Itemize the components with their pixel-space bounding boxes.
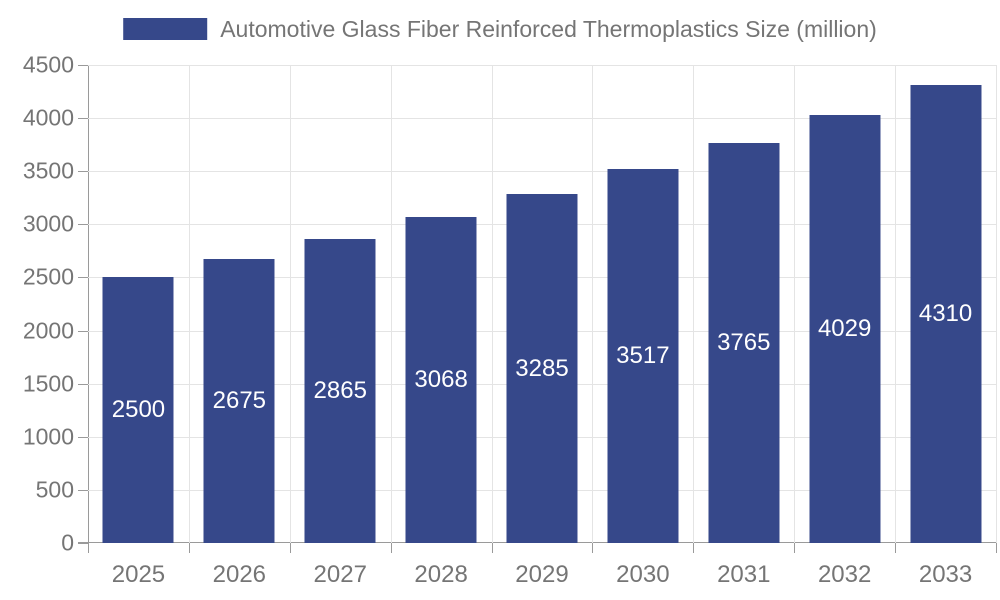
vertical-gridline (390, 65, 392, 543)
y-axis-tick (78, 543, 88, 544)
vertical-gridline (996, 65, 997, 543)
bar: 3285 (506, 194, 578, 543)
bar: 3517 (607, 169, 679, 543)
y-axis-tick (78, 436, 88, 438)
x-axis-tick (188, 543, 190, 553)
x-tick-label: 2031 (717, 561, 771, 588)
bar-value-label: 4310 (918, 300, 973, 328)
plot-area: 2500 2675 2865 3068 3285 3517 3765 4029 4310 (78, 65, 997, 553)
vertical-gridline (794, 65, 796, 543)
legend-item[interactable]: Automotive Glass Fiber Reinforced Thermo… (123, 15, 877, 43)
y-tick-label: 1000 (22, 423, 74, 450)
horizontal-gridline (88, 118, 996, 120)
y-tick-label: 4000 (22, 104, 74, 131)
bar: 2500 (102, 277, 174, 543)
y-axis-tick (78, 277, 88, 279)
bar-value-label: 4029 (817, 315, 872, 343)
x-axis-tick (794, 543, 796, 553)
y-axis-tick (78, 489, 88, 491)
bar: 4029 (809, 115, 881, 543)
y-axis-tick (78, 330, 88, 332)
vertical-gridline (693, 65, 695, 543)
y-axis-tick (78, 171, 88, 173)
y-tick-label: 4500 (22, 51, 74, 78)
y-tick-label: 2000 (22, 317, 74, 344)
bar-value-label: 3765 (717, 329, 771, 357)
x-axis-tick (693, 543, 695, 553)
bar: 2675 (203, 258, 275, 543)
y-tick-label: 1500 (22, 370, 74, 397)
bar-value-label: 2865 (313, 376, 367, 404)
vertical-gridline (491, 65, 493, 543)
x-axis-tick (88, 543, 89, 553)
x-axis-tick (390, 543, 392, 553)
x-axis-tick (491, 543, 493, 553)
x-tick-label: 2033 (918, 561, 973, 588)
x-axis-tick (996, 543, 997, 553)
y-tick-label: 3000 (22, 210, 74, 237)
x-tick-label: 2027 (313, 561, 367, 588)
bar: 2865 (304, 238, 376, 543)
x-tick-label: 2025 (111, 561, 166, 588)
y-tick-label: 0 (61, 529, 74, 556)
y-tick-label: 3500 (22, 157, 74, 184)
legend-label: Automotive Glass Fiber Reinforced Thermo… (220, 16, 877, 42)
y-tick-label: 500 (35, 476, 74, 503)
bar: 3068 (405, 217, 477, 543)
x-axis-tick (895, 543, 897, 553)
y-axis-tick (78, 65, 88, 66)
legend-swatch (123, 18, 208, 40)
bar-value-label: 2675 (212, 386, 267, 414)
bar-value-label: 2500 (111, 396, 166, 424)
x-tick-label: 2026 (212, 561, 267, 588)
y-axis-tick (78, 383, 88, 385)
bar-value-label: 3068 (414, 366, 468, 394)
x-tick-label: 2032 (817, 561, 872, 588)
x-axis-labels: 2025 2026 2027 2028 2029 2030 2031 2032 2033 (88, 553, 996, 593)
x-tick-label: 2028 (414, 561, 468, 588)
bar: 4310 (910, 85, 982, 543)
y-axis-tick (78, 118, 88, 120)
bar: 3765 (708, 143, 780, 543)
x-axis-tick (289, 543, 291, 553)
vertical-gridline (188, 65, 190, 543)
vertical-gridline (895, 65, 897, 543)
x-tick-label: 2029 (515, 561, 569, 588)
y-tick-label: 2500 (22, 263, 74, 290)
y-axis-line (88, 65, 89, 553)
horizontal-gridline (88, 65, 996, 66)
bar-value-label: 3285 (515, 354, 569, 382)
x-axis-tick (592, 543, 594, 553)
y-axis-tick (78, 224, 88, 226)
vertical-gridline (289, 65, 291, 543)
vertical-gridline (592, 65, 594, 543)
y-axis-labels: 0 500 1000 1500 2000 2500 3000 3500 4000 4500 (0, 53, 74, 554)
x-tick-label: 2030 (616, 561, 670, 588)
bar-value-label: 3517 (616, 342, 670, 370)
horizontal-gridline (88, 171, 996, 173)
